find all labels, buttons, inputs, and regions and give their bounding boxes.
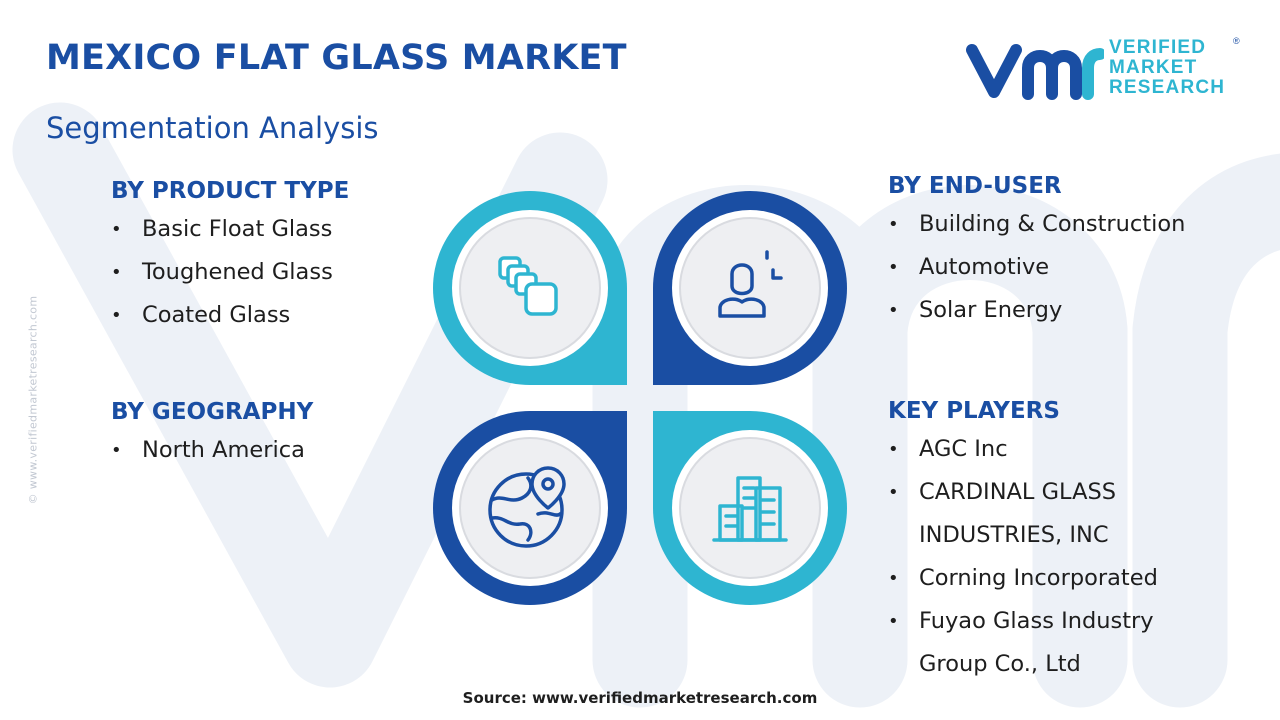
- segment-list: Building & Construction Automotive Solar…: [888, 203, 1185, 332]
- list-item: Automotive: [888, 246, 1185, 289]
- logo-wordmark: VERIFIED MARKET RESEARCH: [1109, 38, 1225, 98]
- list-item-line: Corning Incorporated: [919, 565, 1158, 591]
- segment-geography: BY GEOGRAPHY North America: [111, 399, 313, 472]
- segment-heading: BY PRODUCT TYPE: [111, 178, 350, 204]
- list-item: Building & Construction: [888, 203, 1185, 246]
- list-item: Basic Float Glass: [111, 208, 349, 251]
- list-item-line: Fuyao Glass Industry: [919, 608, 1154, 634]
- globe-location-icon: [488, 466, 566, 548]
- segment-list: AGC Inc CARDINAL GLASS INDUSTRIES, INC C…: [888, 428, 1158, 686]
- buildings-icon: [712, 476, 788, 542]
- list-item-line: AGC Inc: [919, 436, 1008, 462]
- page-title: MEXICO FLAT GLASS MARKET: [46, 38, 627, 78]
- registered-mark: ®: [1233, 36, 1240, 46]
- segment-end-user: BY END-USER Building & Construction Auto…: [888, 173, 1185, 332]
- list-item: AGC Inc: [888, 428, 1158, 471]
- logo-line-3: RESEARCH: [1109, 77, 1226, 98]
- list-item: North America: [111, 429, 313, 472]
- segment-heading: KEY PLAYERS: [888, 398, 1060, 424]
- vmr-logo-icon: [966, 44, 1104, 100]
- quadrant-bottom-left: [433, 411, 627, 605]
- verified-market-research-logo: VERIFIED MARKET RESEARCH ®: [964, 36, 1240, 106]
- logo-line-2: MARKET: [1109, 57, 1198, 78]
- segment-key-players: KEY PLAYERS AGC Inc CARDINAL GLASS INDUS…: [888, 398, 1158, 686]
- list-item-line: INDUSTRIES, INC: [919, 522, 1109, 548]
- side-watermark-text: © www.verifiedmarketresearch.com: [26, 295, 40, 505]
- page-subtitle: Segmentation Analysis: [46, 111, 379, 145]
- user-icon: [718, 250, 783, 318]
- segmentation-graphic: [433, 191, 847, 605]
- quadrant-top-right: [653, 191, 847, 385]
- segment-list: North America: [111, 429, 313, 472]
- logo-line-1: VERIFIED: [1109, 37, 1207, 58]
- quadrant-top-left: [433, 191, 627, 385]
- list-item: Coated Glass: [111, 294, 349, 337]
- segment-product-type: BY PRODUCT TYPE Basic Float Glass Toughe…: [111, 178, 349, 337]
- list-item: Toughened Glass: [111, 251, 349, 294]
- glass-panes-icon: [498, 256, 558, 316]
- list-item: Corning Incorporated: [888, 557, 1158, 600]
- list-item-line: CARDINAL GLASS: [919, 479, 1117, 505]
- segment-list: Basic Float Glass Toughened Glass Coated…: [111, 208, 349, 337]
- segment-heading: BY GEOGRAPHY: [111, 399, 314, 425]
- list-item: Fuyao Glass Industry Group Co., Ltd: [888, 600, 1158, 686]
- list-item: CARDINAL GLASS INDUSTRIES, INC: [888, 471, 1158, 557]
- list-item-line: Group Co., Ltd: [919, 651, 1081, 677]
- segment-heading: BY END-USER: [888, 173, 1062, 199]
- quadrant-bottom-right: [653, 411, 847, 605]
- source-caption: Source: www.verifiedmarketresearch.com: [462, 689, 818, 707]
- list-item: Solar Energy: [888, 289, 1185, 332]
